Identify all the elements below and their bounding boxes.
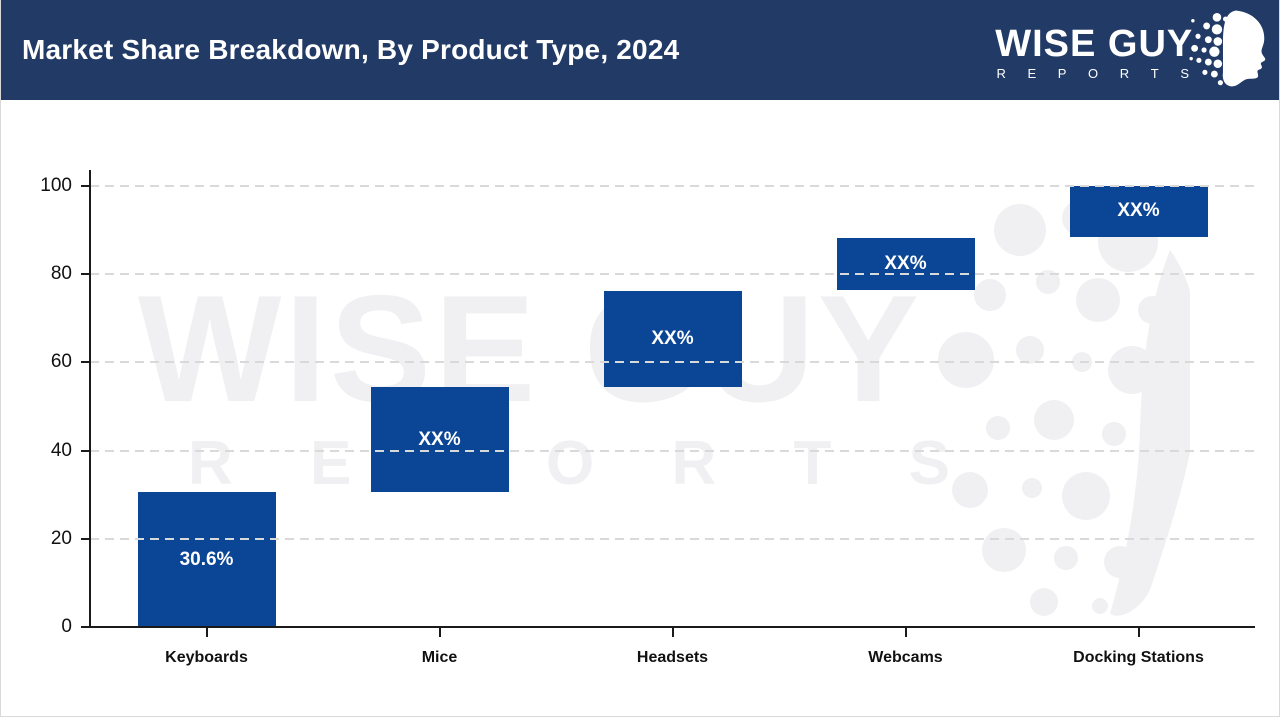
y-tick-mark	[81, 185, 90, 187]
y-tick-mark	[81, 361, 90, 364]
x-axis-line	[88, 626, 1255, 628]
bar-mice: XX%	[370, 387, 509, 493]
bar-docking-stations: XX%	[1069, 186, 1208, 237]
bar-value-label: XX%	[651, 328, 694, 350]
bar-value-label: XX%	[884, 253, 927, 275]
bar-webcams: XX%	[836, 238, 975, 291]
y-axis-line	[89, 170, 91, 628]
header-bar: Market Share Breakdown, By Product Type,…	[0, 0, 1280, 100]
gridline	[90, 185, 1255, 187]
bar-value-label: XX%	[1117, 200, 1160, 222]
x-tick-label: Headsets	[636, 649, 709, 666]
y-tick-label: 60	[50, 351, 72, 373]
chart-title: Market Share Breakdown, By Product Type,…	[22, 34, 680, 65]
gridline	[90, 361, 1255, 364]
brand-name: WISE GUY	[995, 23, 1194, 65]
plot-area: 0 20 40 60 80 100 30.6% Keyboards XX% Mice XX% Head…	[40, 175, 1255, 666]
x-tick-label: Webcams	[868, 649, 943, 666]
y-tick-mark	[81, 273, 90, 276]
head-profile-dots-icon	[1189, 10, 1266, 87]
gridline	[90, 449, 1255, 452]
x-tick-label: Keyboards	[165, 649, 248, 666]
x-tick-mark	[904, 628, 907, 637]
watermark-text-line2: R E P O R T S	[188, 429, 980, 498]
bar-value-label: XX%	[418, 428, 461, 450]
x-tick-mark	[205, 628, 208, 637]
y-tick-mark	[81, 537, 90, 540]
bar-headsets: XX%	[603, 290, 742, 388]
brand-logo: WISE GUY R E P O R T S	[990, 4, 1272, 96]
y-tick-label: 100	[40, 175, 72, 196]
gridline	[90, 273, 1255, 276]
gridline	[90, 537, 1255, 540]
y-tick-mark	[81, 626, 90, 628]
y-tick-label: 80	[50, 263, 72, 285]
bar-value-label: 30.6%	[179, 548, 234, 570]
y-tick-mark	[81, 449, 90, 452]
x-tick-label: Mice	[421, 649, 458, 666]
y-tick-label: 0	[61, 616, 72, 637]
x-tick-mark	[671, 628, 674, 637]
x-tick-label: Docking Stations	[1073, 649, 1204, 666]
watermark-text-line1: WISE GUY	[138, 264, 923, 434]
brand-subtitle: R E P O R T S	[996, 66, 1198, 81]
x-tick-mark	[1137, 628, 1140, 637]
brand-logo-text: WISE GUY R E P O R T S	[990, 25, 1198, 81]
y-tick-label: 20	[50, 527, 72, 549]
y-tick-label: 40	[50, 439, 72, 461]
bar-keyboards: 30.6%	[137, 492, 276, 627]
x-tick-mark	[438, 628, 441, 637]
